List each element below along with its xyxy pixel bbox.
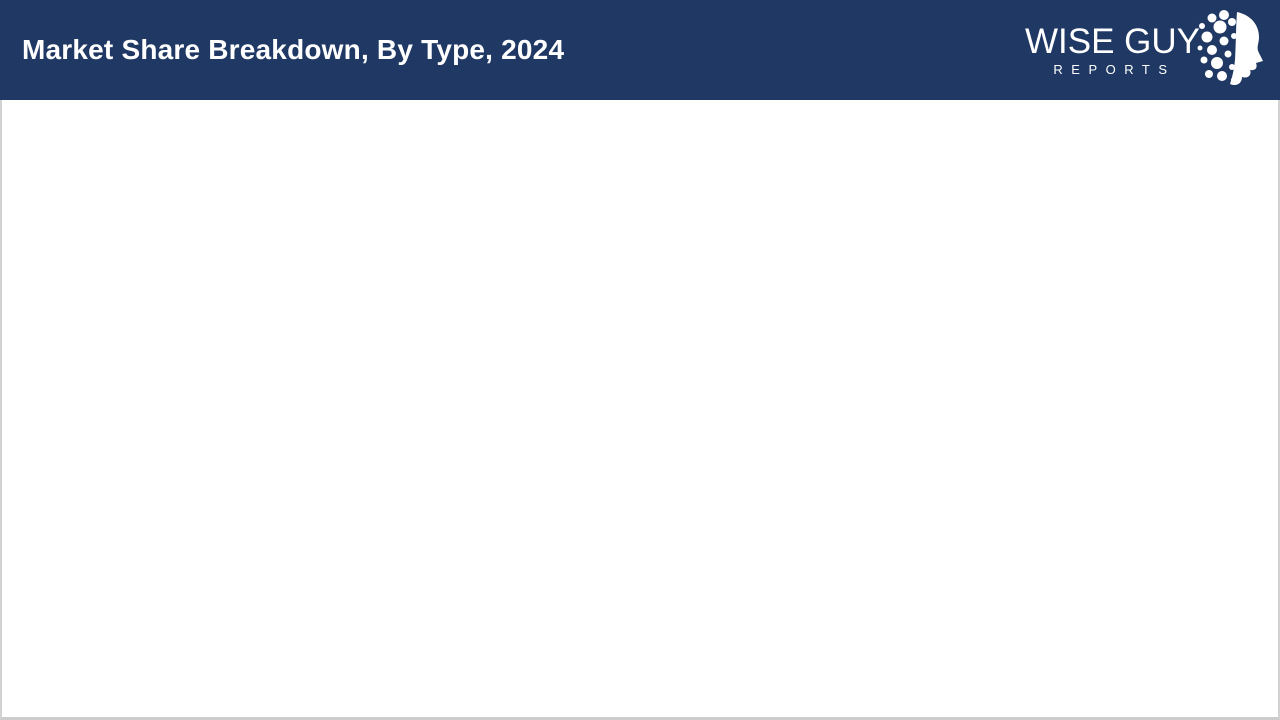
legend-swatch-icon [728,347,751,371]
chart-legend: NPN Transistor Pair PNP Transistor Pair Co… [728,250,1081,523]
header-bar: Market Share Breakdown, By Type, 2024 WI… [0,0,1280,100]
segment-label-3: XX% [429,179,485,207]
segment-label-2: XX% [563,519,619,547]
wise-guy-logo: WISE GUY REPORTS [1025,10,1264,90]
legend-item-3: Complementary Transistor Pair [728,432,1081,468]
chart-center-value: USD 1951.2 Mn [246,395,526,438]
legend-item-1: NPN Transistor Pair [728,250,1081,286]
legend-swatch-icon [728,256,751,280]
legend-label: NPN Transistor Pair [764,254,968,281]
legend-swatch-icon [728,438,751,462]
legend-label: PNP Transistor Pair [764,345,966,372]
donut-chart: 43.4% XX% XX% USD 1951.2 Mn [103,133,669,699]
logo-wiseguy-text: WISE GUY [1024,22,1200,61]
donut-segment-2 [369,255,669,699]
legend-label: Complementary Transistor Pair [764,436,1081,463]
legend-item-2: PNP Transistor Pair [728,341,1081,377]
logo-reports-text: REPORTS [1053,62,1176,77]
logo-face-icon [1197,10,1263,86]
page-title: Market Share Breakdown, By Type, 2024 [22,34,565,65]
logo-text: WISE GUY REPORTS [1025,22,1200,78]
segment-label-1: 43.4% [118,439,189,467]
